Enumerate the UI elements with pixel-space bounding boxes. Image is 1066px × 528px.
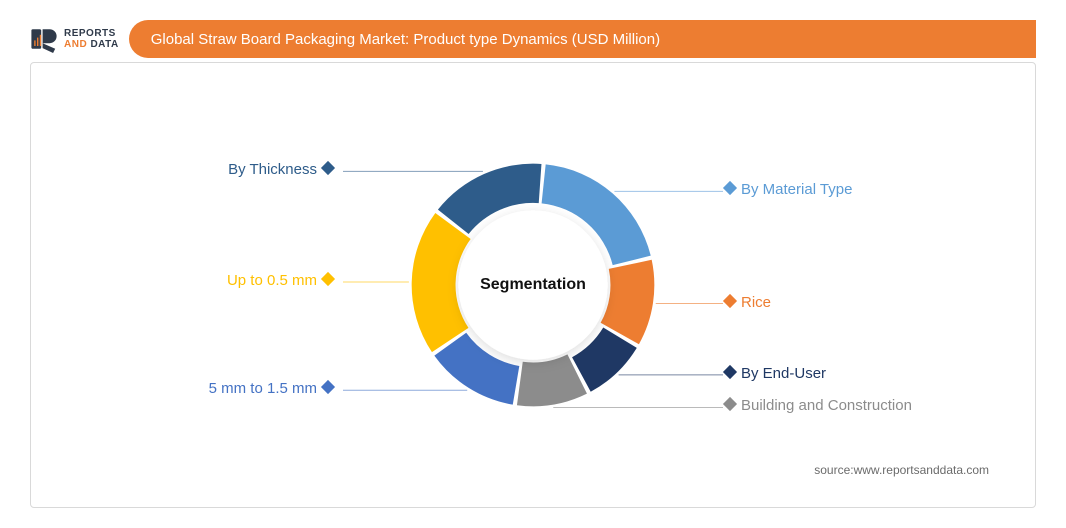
diamond-icon	[723, 365, 737, 379]
callout-label: Building and Construction	[741, 397, 912, 414]
diamond-icon	[723, 181, 737, 195]
diamond-icon	[321, 272, 335, 286]
callout-label: 5 mm to 1.5 mm	[209, 380, 317, 397]
segment-callout: By Thickness	[228, 161, 339, 178]
center-label: Segmentation	[480, 276, 586, 294]
segment-callout: By End-User	[719, 365, 826, 382]
logo: REPORTS AND DATA	[30, 25, 129, 53]
segment-callout: Building and Construction	[719, 397, 912, 414]
logo-text: REPORTS AND DATA	[64, 28, 119, 50]
callout-label: Rice	[741, 294, 771, 311]
segment-callout: By Material Type	[719, 181, 852, 198]
callout-label: By End-User	[741, 365, 826, 382]
chart-title: Global Straw Board Packaging Market: Pro…	[129, 20, 1036, 58]
source-text: source:www.reportsanddata.com	[814, 463, 989, 477]
donut-chart: Segmentation	[393, 145, 673, 425]
logo-mark-icon	[30, 25, 58, 53]
callout-label: Up to 0.5 mm	[227, 272, 317, 289]
logo-line2: AND DATA	[64, 39, 119, 50]
segment-callout: 5 mm to 1.5 mm	[209, 380, 339, 397]
diamond-icon	[321, 380, 335, 394]
diamond-icon	[723, 293, 737, 307]
callout-label: By Material Type	[741, 181, 852, 198]
segment-callout: Up to 0.5 mm	[227, 272, 339, 289]
segment-callout: Rice	[719, 294, 771, 311]
diamond-icon	[321, 161, 335, 175]
chart-frame: Segmentation source:www.reportsanddata.c…	[30, 62, 1036, 508]
logo-line1: REPORTS	[64, 28, 119, 39]
header-bar: REPORTS AND DATA Global Straw Board Pack…	[30, 20, 1036, 58]
diamond-icon	[723, 397, 737, 411]
callout-label: By Thickness	[228, 161, 317, 178]
